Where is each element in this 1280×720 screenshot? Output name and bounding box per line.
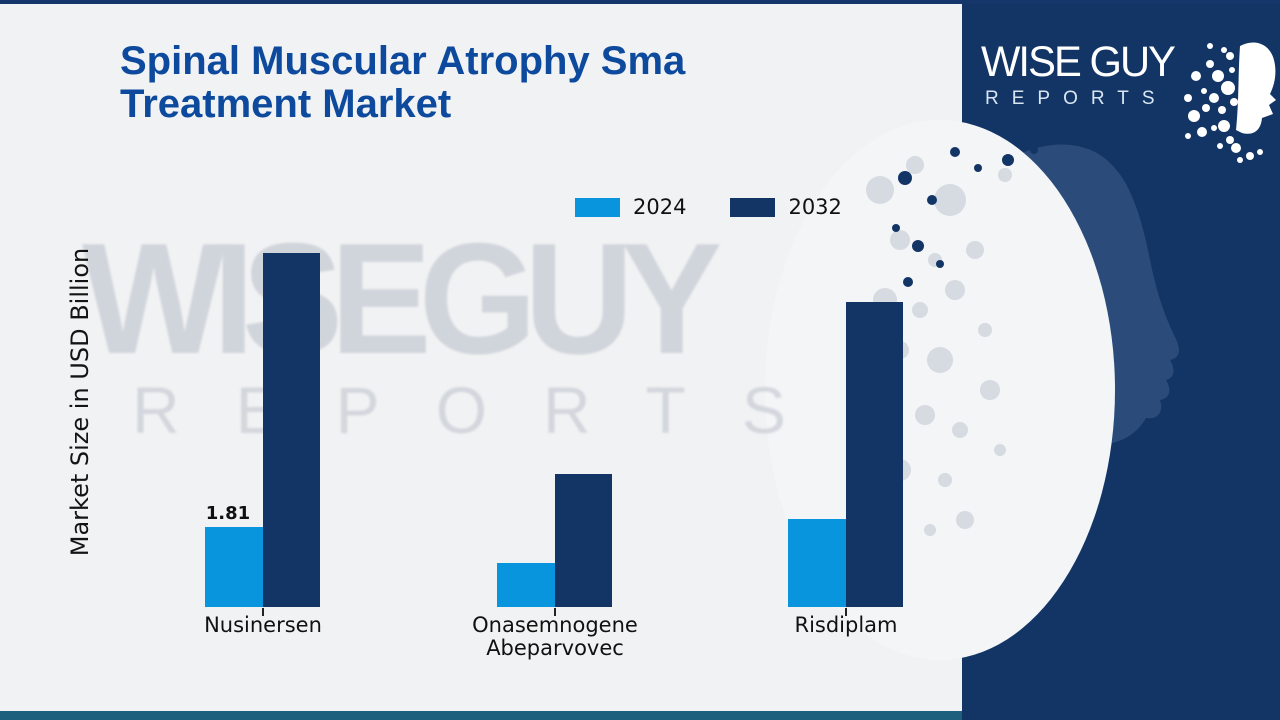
- x-tick-risdiplam: [845, 608, 847, 616]
- bar-2032-onasemnogene-abeparvovec: [555, 474, 612, 607]
- logo-brand-text: WISE GUY: [981, 38, 1176, 86]
- watermark-wiseguy: WISEGUY: [82, 210, 722, 388]
- bar-2024-nusinersen: [205, 527, 263, 607]
- legend-label-2024: 2024: [633, 195, 687, 219]
- bottom-accent-strip: [0, 711, 1280, 720]
- category-label-onasemnogene-abeparvovec: Onasemnogene Abeparvovec: [472, 613, 638, 660]
- x-tick-nusinersen: [262, 608, 264, 616]
- bar-2024-onasemnogene-abeparvovec: [497, 563, 555, 607]
- dot-cluster-navy: [892, 146, 1038, 287]
- legend-swatch-2024: [575, 197, 620, 217]
- page-title-line2: Treatment Market: [120, 82, 452, 126]
- page-title: Spinal Muscular Atrophy Sma Treatment Ma…: [120, 40, 685, 126]
- legend-label-2032: 2032: [788, 195, 842, 219]
- top-accent-strip: [0, 0, 1280, 4]
- watermark-reports: REPORTS: [132, 373, 842, 447]
- bar-2032-nusinersen: [263, 253, 320, 607]
- wise-guy-reports-logo: WISE GUY REPORTS: [975, 36, 1276, 176]
- bar-value-annotation: 1.81: [205, 503, 251, 524]
- category-label-nusinersen: Nusinersen: [204, 613, 322, 637]
- bar-2032-risdiplam: [846, 302, 903, 607]
- x-tick-onasemnogene-abeparvovec: [554, 608, 556, 616]
- logo-dotted-face-icon: [1184, 42, 1276, 163]
- legend-swatch-2032: [730, 197, 776, 217]
- page-title-line1: Spinal Muscular Atrophy Sma: [120, 39, 686, 83]
- legend-item-2032: 2032: [730, 195, 842, 219]
- bar-2024-risdiplam: [788, 519, 846, 607]
- chart-legend: 2024 2032: [575, 195, 842, 219]
- category-label-risdiplam: Risdiplam: [794, 613, 898, 637]
- legend-item-2024: 2024: [575, 195, 686, 219]
- logo-reports-text: REPORTS: [985, 88, 1168, 109]
